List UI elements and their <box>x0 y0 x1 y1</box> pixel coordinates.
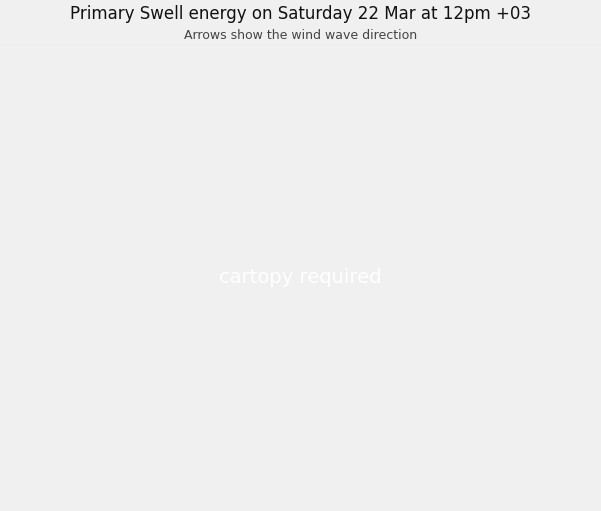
Text: Primary Swell energy on Saturday 22 Mar at 12pm +03: Primary Swell energy on Saturday 22 Mar … <box>70 6 531 24</box>
Text: cartopy required: cartopy required <box>219 268 382 288</box>
Text: Arrows show the wind wave direction: Arrows show the wind wave direction <box>184 30 417 42</box>
